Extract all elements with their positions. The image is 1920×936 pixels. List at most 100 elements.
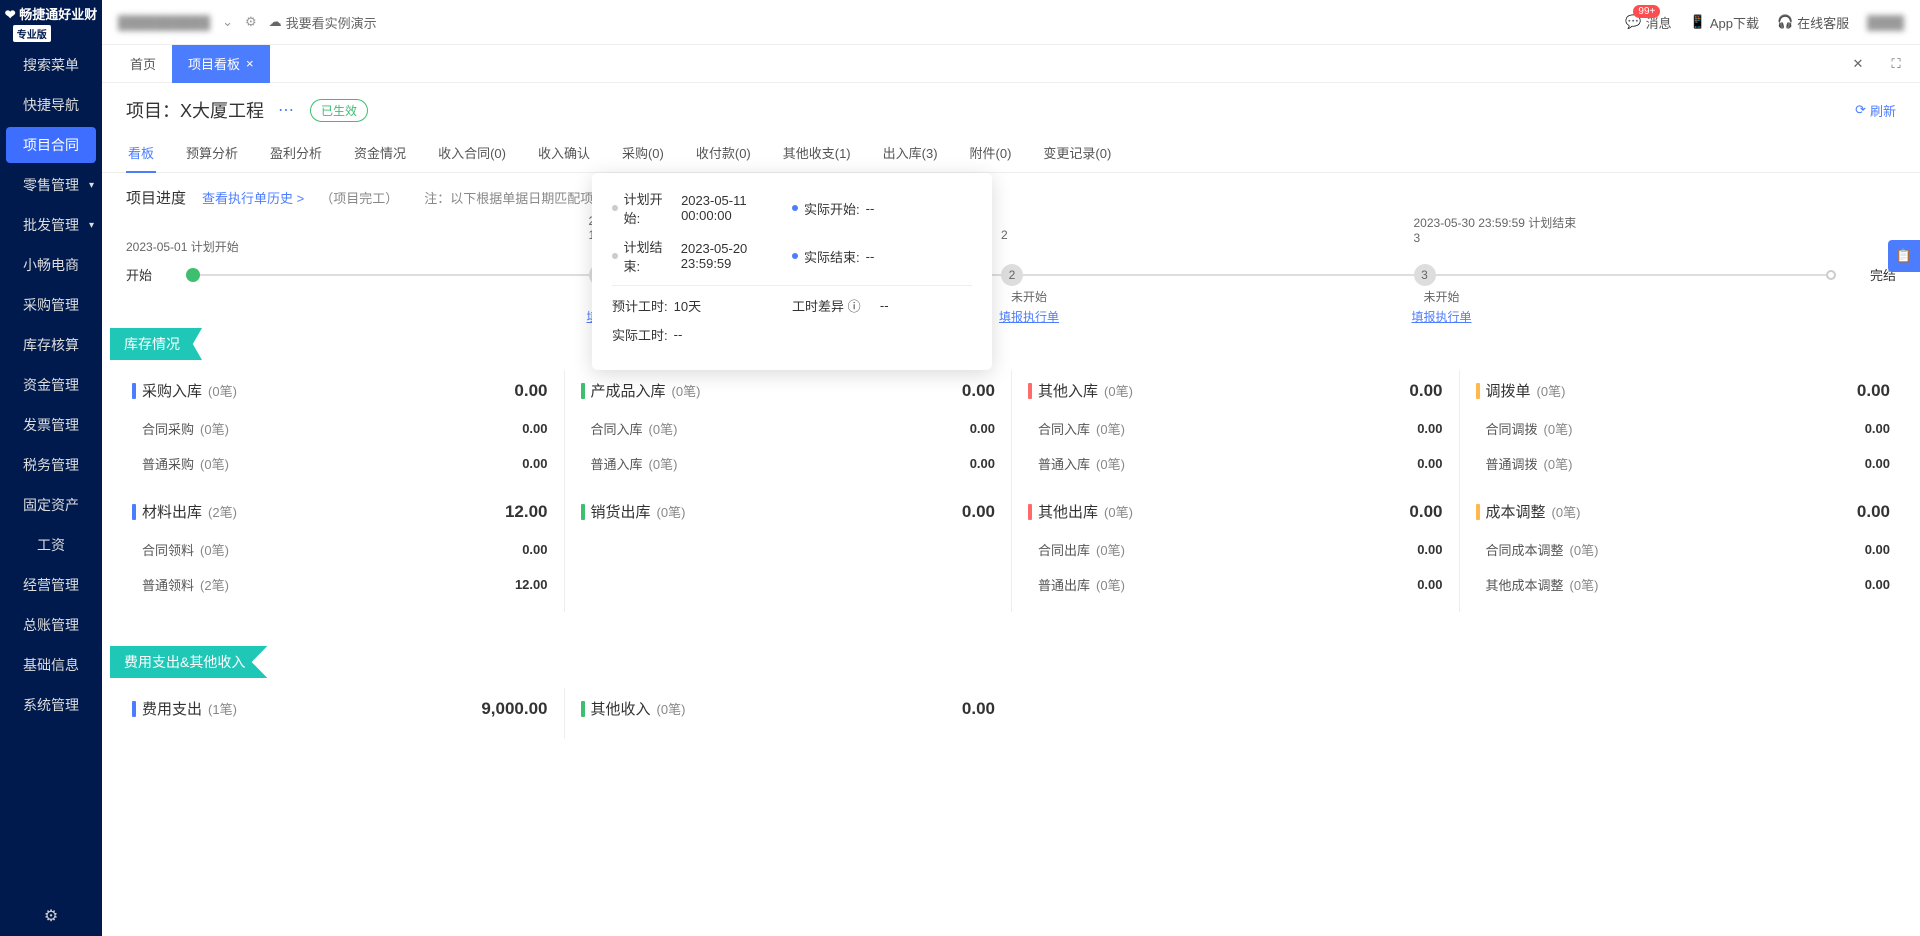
page-title: 项目：X大厦工程 — [126, 97, 264, 123]
cards-grid: 采购入库(0笔)0.00合同采购(0笔)0.00普通采购(0笔)0.00产成品入… — [102, 360, 1920, 632]
stat-card: 费用支出(1笔)9,000.00 — [116, 688, 564, 739]
stat-card: 其他出库(0笔)0.00合同出库(0笔)0.00普通出库(0笔)0.00 — [1011, 491, 1459, 612]
sub-tab[interactable]: 收付款(0) — [694, 133, 753, 172]
chevron-down-icon: ▾ — [89, 220, 94, 231]
sidebar-item[interactable]: 小畅电商 — [0, 245, 102, 285]
card-sub-row: 普通调拨(0笔)0.00 — [1476, 446, 1891, 481]
card-title[interactable]: 其他收入 — [591, 698, 651, 719]
cards-grid: 费用支出(1笔)9,000.00其他收入(0笔)0.00 — [102, 678, 1920, 759]
sub-tab[interactable]: 资金情况 — [352, 133, 408, 172]
more-button[interactable]: ⋯ — [278, 100, 296, 120]
chevron-down-icon[interactable]: ⌄ — [222, 14, 233, 30]
support-button[interactable]: 🎧 在线客服 — [1777, 13, 1849, 32]
settings-icon[interactable]: ⚙ — [44, 906, 58, 926]
sidebar-item[interactable]: 系统管理 — [0, 685, 102, 725]
card-title[interactable]: 费用支出 — [142, 698, 202, 719]
content: 项目：X大厦工程 ⋯ 已生效 ⟳ 刷新 看板预算分析盈利分析资金情况收入合同(0… — [102, 83, 1920, 936]
timeline: 开始 12023-05-10 23:591未开始填报执行单22未开始填报执行单3… — [126, 265, 1896, 284]
sidebar-item[interactable]: 采购管理 — [0, 285, 102, 325]
card-color-bar — [581, 383, 585, 399]
close-all-tabs-icon[interactable]: ✕ — [1844, 50, 1872, 78]
app-download-button[interactable]: 📱 App下载 — [1690, 13, 1759, 32]
sidebar-item[interactable]: 发票管理 — [0, 405, 102, 445]
fill-execution-link[interactable]: 填报执行单 — [1411, 308, 1471, 325]
sidebar-item[interactable]: 总账管理 — [0, 605, 102, 645]
card-title[interactable]: 成本调整 — [1486, 501, 1546, 522]
sub-tab[interactable]: 收入确认 — [536, 133, 592, 172]
card-title[interactable]: 其他出库 — [1038, 501, 1098, 522]
sidebar-item[interactable]: 搜索菜单 — [0, 45, 102, 85]
sub-tab[interactable]: 采购(0) — [620, 133, 666, 172]
card-value: 12.00 — [505, 502, 548, 522]
sidebar-item[interactable]: 固定资产 — [0, 485, 102, 525]
sub-tab[interactable]: 收入合同(0) — [436, 133, 508, 172]
brand-name: 畅捷通好业财 — [19, 7, 97, 22]
timeline-node[interactable]: 3 — [1414, 264, 1436, 286]
sub-tab[interactable]: 出入库(3) — [881, 133, 940, 172]
msg-badge: 99+ — [1633, 5, 1660, 18]
close-tab-icon[interactable]: × — [246, 56, 254, 71]
gear-icon[interactable]: ⚙ — [245, 14, 257, 30]
card-value: 0.00 — [514, 381, 547, 401]
sub-tab[interactable]: 变更记录(0) — [1041, 133, 1113, 172]
sub-tab[interactable]: 盈利分析 — [268, 133, 324, 172]
card-title[interactable]: 材料出库 — [142, 501, 202, 522]
card-sub-row: 合同成本调整(0笔)0.00 — [1476, 532, 1891, 567]
sidebar-item[interactable]: 资金管理 — [0, 365, 102, 405]
sub-tab[interactable]: 其他收支(1) — [781, 133, 853, 172]
stat-card: 销货出库(0笔)0.00 — [564, 491, 1012, 612]
card-value: 0.00 — [1857, 381, 1890, 401]
headset-icon: 🎧 — [1777, 14, 1793, 30]
cloud-icon: ☁ — [269, 14, 282, 30]
card-sub-row: 合同出库(0笔)0.00 — [1028, 532, 1443, 567]
card-title[interactable]: 销货出库 — [591, 501, 651, 522]
sidebar-item[interactable]: 零售管理▾ — [0, 165, 102, 205]
sidebar-item[interactable]: 批发管理▾ — [0, 205, 102, 245]
card-sub-row: 合同调拨(0笔)0.00 — [1476, 411, 1891, 446]
sidebar-item[interactable]: 税务管理 — [0, 445, 102, 485]
card-color-bar — [1028, 504, 1032, 520]
timeline-start-date: 2023-05-01 计划开始 — [126, 238, 1896, 255]
card-title[interactable]: 采购入库 — [142, 380, 202, 401]
stat-card: 调拨单(0笔)0.00合同调拨(0笔)0.00普通调拨(0笔)0.00 — [1459, 370, 1907, 491]
sidebar: ❤ 畅捷通好业财 专业版 搜索菜单快捷导航项目合同零售管理▾批发管理▾小畅电商采… — [0, 0, 102, 936]
sidebar-item[interactable]: 工资 — [0, 525, 102, 565]
sidebar-item[interactable]: 库存核算 — [0, 325, 102, 365]
sub-tab[interactable]: 附件(0) — [968, 133, 1014, 172]
page-tab[interactable]: 首页 — [114, 45, 172, 83]
brand-edition: 专业版 — [13, 25, 51, 42]
sidebar-item[interactable]: 快捷导航 — [0, 85, 102, 125]
status-badge: 已生效 — [310, 99, 368, 122]
card-color-bar — [1476, 504, 1480, 520]
timeline-node[interactable]: 2 — [1001, 264, 1023, 286]
sidebar-item[interactable]: 基础信息 — [0, 645, 102, 685]
sub-tab[interactable]: 看板 — [126, 133, 156, 172]
brand-logo: ❤ 畅捷通好业财 专业版 — [0, 0, 102, 45]
messages-button[interactable]: 99+ 💬 消息 — [1625, 13, 1671, 32]
org-selector[interactable]: ██████████ — [118, 15, 210, 30]
sidebar-item[interactable]: 经营管理 — [0, 565, 102, 605]
sidebar-item[interactable]: 项目合同 — [6, 127, 96, 163]
phone-icon: 📱 — [1690, 14, 1706, 30]
sub-tab[interactable]: 预算分析 — [184, 133, 240, 172]
card-title[interactable]: 调拨单 — [1486, 380, 1531, 401]
float-action-button[interactable]: 📋 — [1888, 240, 1920, 272]
card-sub-row: 普通入库(0笔)0.00 — [1028, 446, 1443, 481]
refresh-button[interactable]: ⟳ 刷新 — [1855, 101, 1896, 120]
page-tabs: 首页项目看板× ✕ ⛶ — [102, 45, 1920, 83]
history-link[interactable]: 查看执行单历史 > — [202, 188, 304, 207]
card-color-bar — [132, 383, 136, 399]
fill-execution-link[interactable]: 填报执行单 — [999, 308, 1059, 325]
card-title[interactable]: 其他入库 — [1038, 380, 1098, 401]
card-title[interactable]: 产成品入库 — [591, 380, 666, 401]
card-value: 9,000.00 — [481, 699, 547, 719]
progress-title: 项目进度 — [126, 187, 186, 208]
card-color-bar — [581, 701, 585, 717]
card-value: 0.00 — [962, 699, 995, 719]
fullscreen-icon[interactable]: ⛶ — [1882, 50, 1910, 78]
card-color-bar — [1028, 383, 1032, 399]
stat-card: 材料出库(2笔)12.00合同领料(0笔)0.00普通领料(2笔)12.00 — [116, 491, 564, 612]
user-avatar[interactable]: ████ — [1867, 15, 1904, 30]
demo-link[interactable]: ☁ 我要看实例演示 — [269, 13, 377, 32]
page-tab[interactable]: 项目看板× — [172, 45, 270, 83]
